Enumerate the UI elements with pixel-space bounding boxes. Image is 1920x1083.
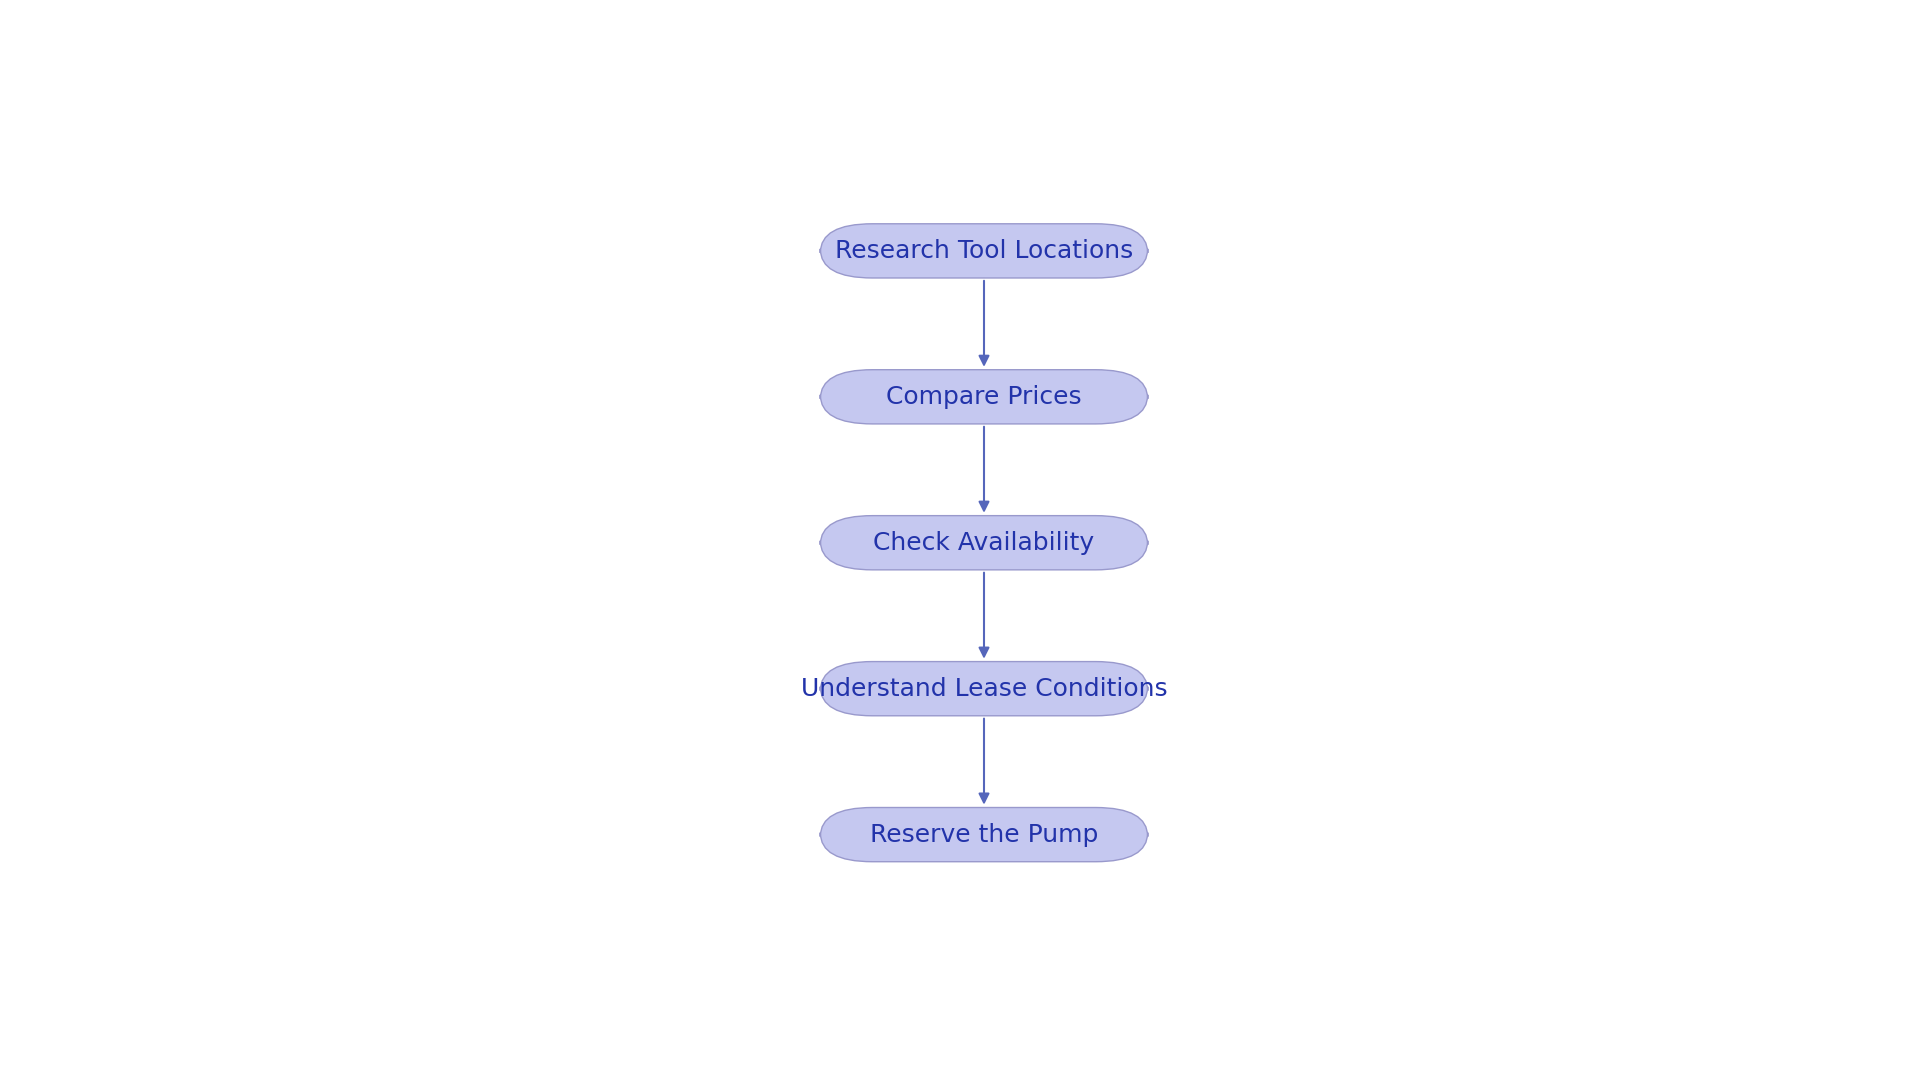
- FancyBboxPatch shape: [820, 224, 1148, 278]
- Text: Reserve the Pump: Reserve the Pump: [870, 823, 1098, 847]
- FancyBboxPatch shape: [820, 808, 1148, 862]
- FancyBboxPatch shape: [820, 369, 1148, 423]
- Text: Understand Lease Conditions: Understand Lease Conditions: [801, 677, 1167, 701]
- FancyBboxPatch shape: [820, 662, 1148, 716]
- Text: Check Availability: Check Availability: [874, 531, 1094, 554]
- FancyBboxPatch shape: [820, 516, 1148, 570]
- Text: Compare Prices: Compare Prices: [887, 384, 1081, 408]
- Text: Research Tool Locations: Research Tool Locations: [835, 239, 1133, 263]
